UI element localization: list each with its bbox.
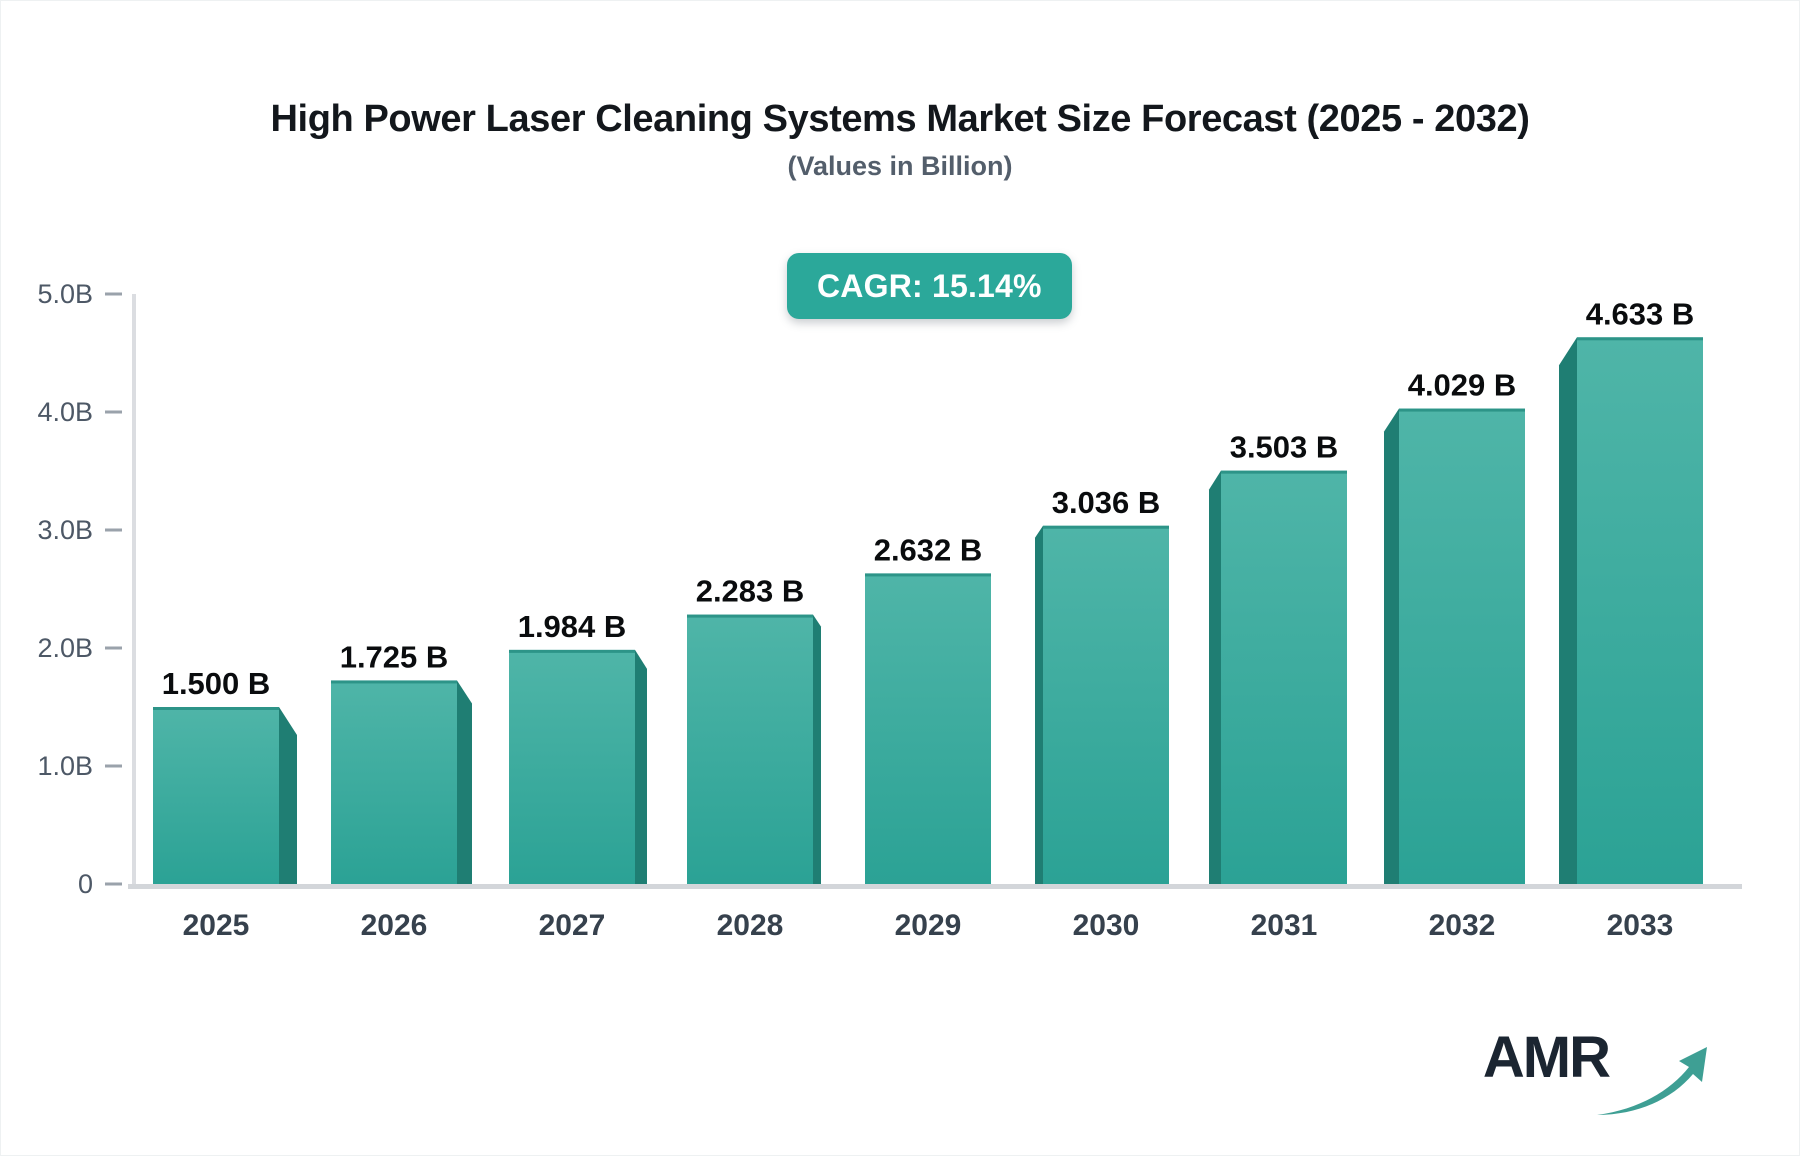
y-axis-label: 4.0B [37,397,93,427]
x-axis-label: 2032 [1429,909,1496,942]
x-axis-label: 2029 [895,909,962,942]
amr-logo: AMR [1483,1029,1707,1119]
bar-value-label: 4.633 B [1586,296,1695,331]
bar-top-edge [1399,408,1525,412]
bar-side-face [1559,337,1577,884]
bar-top-edge [1577,337,1703,341]
x-axis-label: 2026 [361,909,428,942]
bar-side-face [1384,408,1399,884]
bar-2027 [509,649,635,884]
y-axis-line [132,294,136,884]
x-axis-label: 2030 [1073,909,1140,942]
bar-side-face [1035,525,1043,884]
bar-top-edge [331,680,457,684]
bar-value-label: 1.984 B [518,609,627,644]
bar-2032 [1399,408,1525,884]
bar-value-label: 1.725 B [340,639,449,674]
bar-top-edge [687,614,813,618]
bar-2026 [331,680,457,884]
chart-subtitle: (Values in Billion) [787,151,1013,181]
x-axis-label: 2025 [183,909,250,942]
bar-top-edge [153,707,279,710]
cagr-badge: CAGR: 15.14% [787,253,1072,319]
bar-side-face [635,649,647,884]
bar-value-label: 3.503 B [1230,430,1339,465]
bar-value-label: 2.632 B [874,532,983,567]
chart-title: High Power Laser Cleaning Systems Market… [270,98,1530,140]
bar-side-face [1209,470,1221,884]
bar-2025 [153,707,279,884]
bar-2033 [1577,337,1703,884]
bar-side-face [813,614,821,884]
bar-top-edge [509,649,635,653]
amr-logo-text: AMR [1482,1025,1611,1090]
bar-value-label: 4.029 B [1408,368,1517,403]
bar-top-edge [1221,470,1347,474]
y-axis-label: 5.0B [37,279,93,309]
x-axis-label: 2028 [717,909,784,942]
amr-logo-arrow-icon [1597,1047,1707,1115]
bar-2031 [1221,470,1347,884]
x-axis-label: 2027 [539,909,606,942]
y-axis-label: 1.0B [37,751,93,781]
bar-2029 [865,573,991,884]
bar-value-label: 2.283 B [696,574,805,609]
bar-side-face [279,707,297,884]
bar-side-face [457,680,472,884]
bar-top-edge [865,573,991,577]
x-axis-label: 2033 [1607,909,1674,942]
bar-value-label: 3.036 B [1052,485,1161,520]
bar-2028 [687,614,813,884]
y-axis-label: 0 [78,869,93,899]
x-axis-baseline [128,884,1742,889]
bar-value-label: 1.500 B [162,666,271,701]
y-axis-label: 3.0B [37,515,93,545]
bar-2030 [1043,525,1169,884]
bar-top-edge [1043,525,1169,529]
y-axis-label: 2.0B [37,633,93,663]
x-axis-label: 2031 [1251,909,1318,942]
